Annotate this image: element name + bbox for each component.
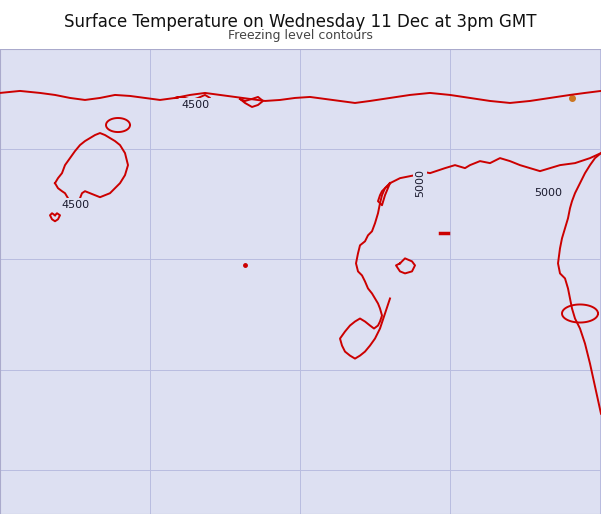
- Text: 5000: 5000: [415, 169, 425, 197]
- Text: 4500: 4500: [61, 200, 89, 210]
- Text: Surface Temperature on Wednesday 11 Dec at 3pm GMT: Surface Temperature on Wednesday 11 Dec …: [64, 13, 537, 31]
- Text: 5000: 5000: [534, 188, 562, 198]
- Text: 4500: 4500: [181, 100, 209, 110]
- Text: Freezing level contours: Freezing level contours: [228, 29, 373, 42]
